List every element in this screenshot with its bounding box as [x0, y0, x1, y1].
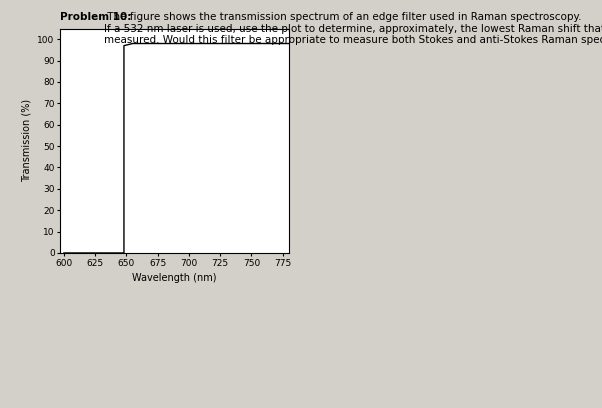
Text: Problem 10:: Problem 10: [60, 12, 132, 22]
X-axis label: Wavelength (nm): Wavelength (nm) [132, 273, 217, 283]
Text: The figure shows the transmission spectrum of an edge filter used in Raman spect: The figure shows the transmission spectr… [104, 12, 602, 45]
Y-axis label: Transmission (%): Transmission (%) [22, 99, 32, 182]
